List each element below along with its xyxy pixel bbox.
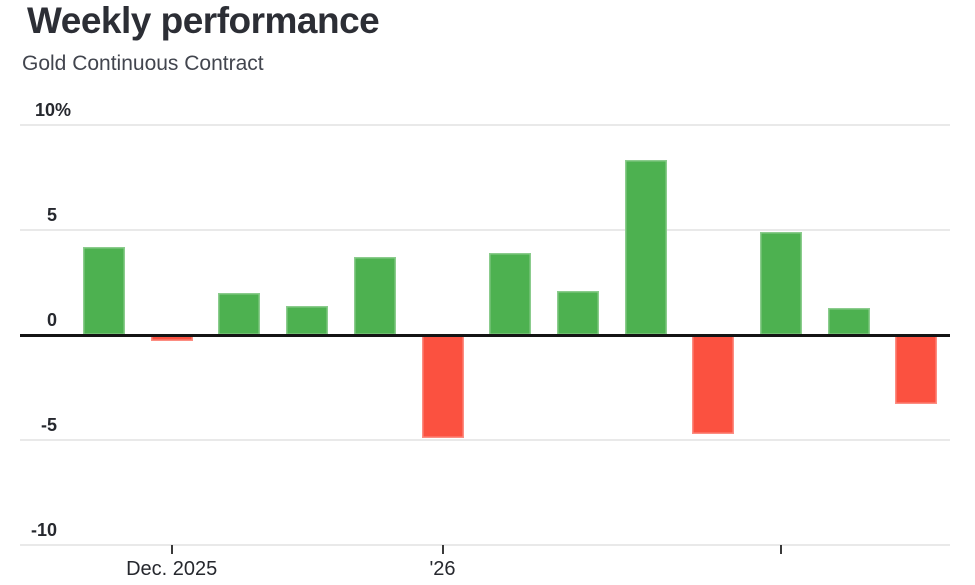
bar-week-9 <box>624 160 667 335</box>
chart-title: Weekly performance <box>27 0 380 41</box>
bar-week-4 <box>286 305 329 335</box>
x-axis-tick <box>170 545 173 555</box>
bar-week-6 <box>421 335 464 439</box>
bar-week-3 <box>218 292 261 335</box>
x-axis-tick <box>780 545 782 555</box>
gridline--5 <box>20 439 950 442</box>
bar-week-7 <box>489 252 532 335</box>
gridline-5 <box>20 228 950 231</box>
bar-week-1 <box>83 246 125 335</box>
gridline-10 <box>20 123 950 126</box>
x-axis-label: Dec. 2025 <box>126 558 218 581</box>
y-axis-label: 0 <box>46 310 57 330</box>
y-axis-label: 5 <box>46 204 57 225</box>
bar-week-12 <box>827 307 870 335</box>
bar-week-5 <box>353 257 396 335</box>
zero-axis-line <box>20 334 950 337</box>
gridline--10 <box>20 544 950 547</box>
bar-week-13 <box>895 335 938 405</box>
bar-week-8 <box>556 290 599 335</box>
bar-week-11 <box>760 231 802 335</box>
bar-week-2 <box>150 335 193 342</box>
chart-subtitle: Gold Continuous Contract <box>22 52 264 75</box>
y-axis-label: 10% <box>34 99 71 120</box>
y-axis-label: -10 <box>30 520 57 541</box>
x-axis-label: '26 <box>429 558 456 581</box>
y-axis-label: -5 <box>40 415 57 436</box>
bar-week-10 <box>692 335 735 434</box>
x-axis-tick <box>441 545 444 555</box>
